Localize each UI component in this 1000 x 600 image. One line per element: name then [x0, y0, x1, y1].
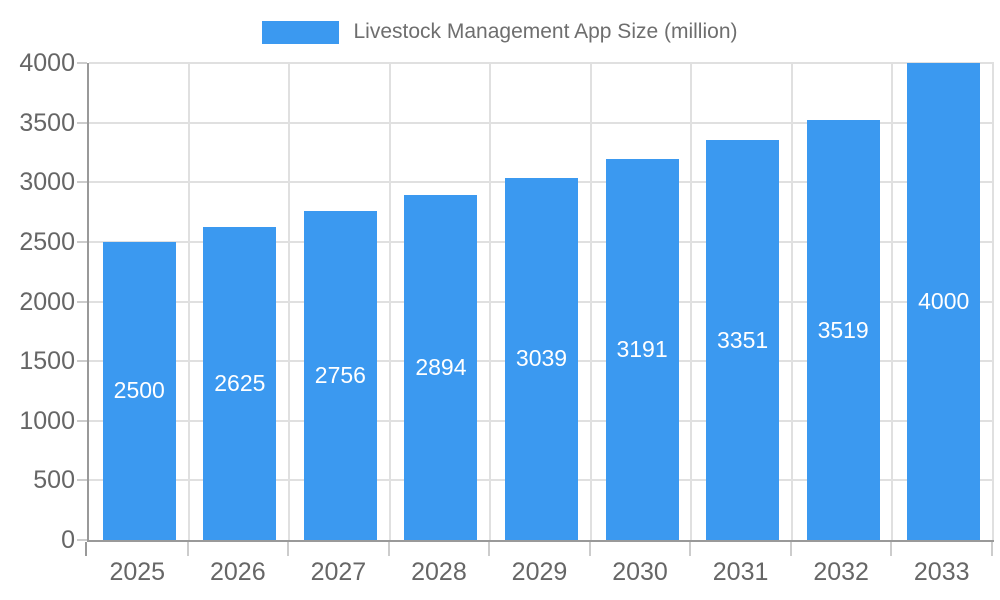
y-gridline: [89, 62, 994, 64]
y-axis-tick: [77, 479, 87, 482]
y-axis-tick: [77, 121, 87, 124]
x-tick-label: 2033: [913, 558, 970, 586]
x-axis-tick: [387, 542, 390, 556]
bar-value-label: 2500: [113, 377, 165, 404]
x-gridline: [690, 63, 693, 540]
x-gridline: [992, 63, 994, 540]
x-axis-tick: [488, 542, 491, 556]
legend-label: Livestock Management App Size (million): [353, 20, 738, 43]
legend-swatch: [262, 20, 340, 44]
y-axis-tick: [77, 300, 87, 303]
x-axis-tick: [789, 542, 792, 556]
bar-2027[interactable]: 2756: [303, 211, 377, 540]
x-axis-tick: [890, 542, 893, 556]
y-tick-label: 3000: [19, 168, 75, 197]
x-gridline: [790, 63, 793, 540]
bar-value-label: 2756: [314, 362, 366, 389]
x-tick-label: 2026: [210, 558, 266, 586]
x-axis-tick: [186, 542, 189, 556]
x-tick-label: 2028: [411, 558, 467, 586]
x-tick-label: 2025: [109, 558, 166, 586]
y-tick-label: 1000: [19, 406, 75, 435]
x-gridline: [388, 63, 391, 540]
bar-value-label: 3191: [616, 336, 668, 363]
y-axis-tick: [77, 181, 87, 184]
x-axis-tick: [991, 542, 993, 556]
y-tick-label: 0: [61, 526, 75, 554]
x-tick-label: 2031: [712, 558, 769, 586]
x-axis-tick: [85, 542, 87, 556]
bar-value-label: 3351: [717, 326, 769, 353]
y-axis-tick: [77, 240, 87, 243]
y-tick-label: 3500: [19, 108, 75, 137]
y-tick-label: 4000: [19, 49, 75, 77]
y-axis-tick: [77, 360, 87, 363]
y-tick-label: 500: [33, 466, 75, 495]
x-gridline: [489, 63, 492, 540]
bar-2029[interactable]: 3039: [505, 177, 578, 540]
x-gridline: [589, 63, 592, 540]
bar-2026[interactable]: 2625: [203, 226, 277, 540]
bar-2032[interactable]: 3519: [806, 120, 880, 540]
x-tick-label: 2032: [813, 558, 869, 586]
legend-item[interactable]: Livestock Management App Size (million): [0, 12, 1000, 52]
x-tick-label: 2030: [612, 558, 668, 586]
bar-2030[interactable]: 3191: [605, 159, 679, 540]
bar-value-label: 3519: [817, 316, 869, 343]
y-axis-tick: [77, 62, 87, 64]
bar-2028[interactable]: 2894: [404, 194, 478, 540]
plot-area: 2500 2625 2756 2894 3039 3191 3351 3519 4000: [87, 62, 994, 542]
y-tick-label: 1500: [19, 347, 75, 376]
bar-value-label: 2625: [214, 369, 266, 396]
y-gridline: [89, 121, 994, 124]
x-tick-label: 2027: [310, 558, 367, 586]
bar-value-label: 2894: [415, 353, 467, 380]
y-tick-label: 2000: [19, 287, 75, 316]
bar-2033[interactable]: 4000: [907, 63, 981, 540]
bar-2025[interactable]: 2500: [102, 241, 176, 540]
x-tick-label: 2029: [511, 558, 568, 586]
x-axis-tick: [588, 542, 591, 556]
y-tick-label: 2500: [19, 227, 75, 256]
y-axis-tick: [77, 539, 87, 541]
x-gridline: [187, 63, 190, 540]
x-gridline: [891, 63, 894, 540]
x-gridline: [288, 63, 291, 540]
y-axis-tick: [77, 419, 87, 422]
bar-2031[interactable]: 3351: [706, 140, 780, 540]
bar-value-label: 3039: [515, 345, 568, 372]
bar-value-label: 4000: [918, 288, 970, 314]
x-axis-tick: [287, 542, 290, 556]
x-axis-tick: [689, 542, 692, 556]
